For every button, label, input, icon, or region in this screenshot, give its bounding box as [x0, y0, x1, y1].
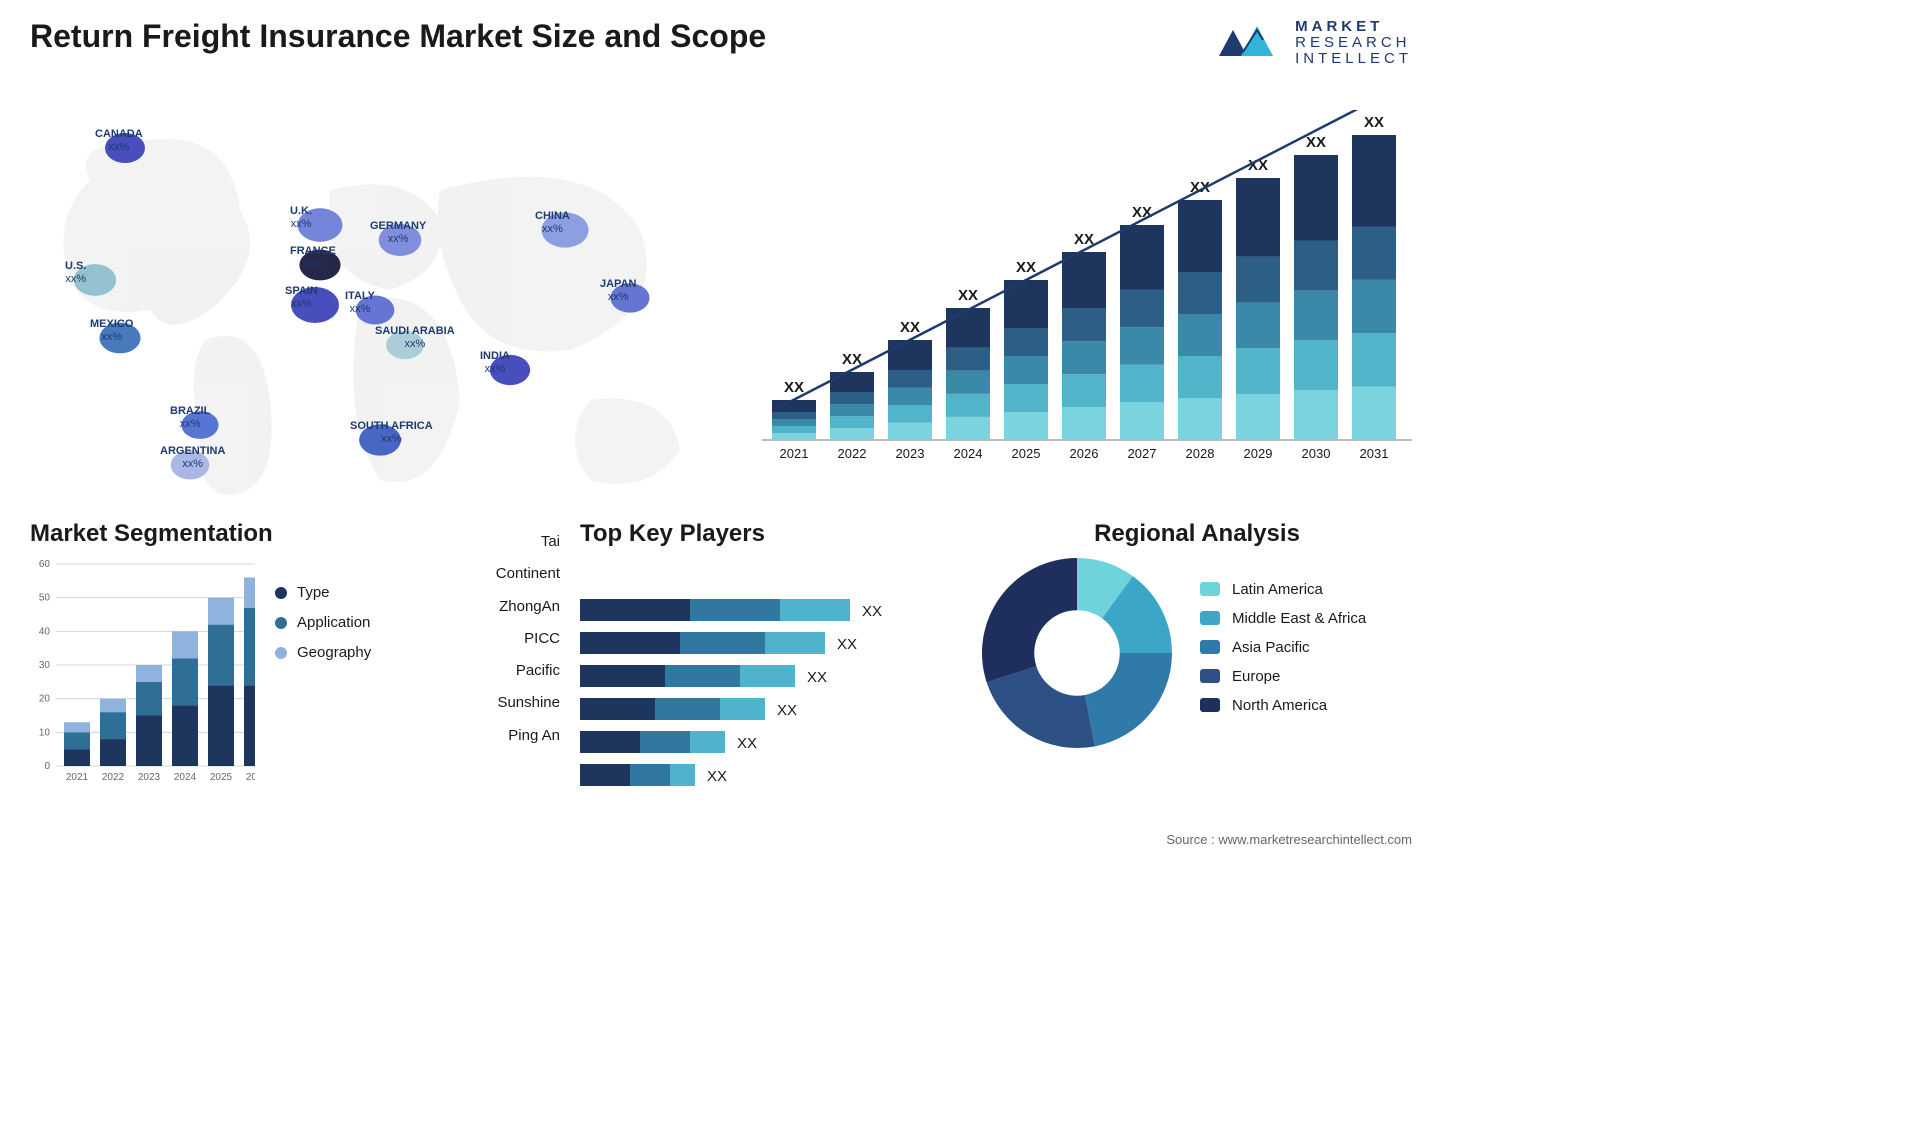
svg-text:2026: 2026: [246, 772, 255, 783]
svg-text:XX: XX: [807, 669, 827, 686]
regional-title: Regional Analysis: [982, 520, 1412, 548]
country-label: SOUTH AFRICAxx%: [350, 420, 433, 446]
svg-text:2025: 2025: [210, 772, 233, 783]
svg-text:2031: 2031: [1360, 446, 1389, 461]
logo-line1: MARKET: [1295, 19, 1412, 35]
svg-text:2029: 2029: [1244, 446, 1273, 461]
svg-text:30: 30: [39, 660, 51, 671]
svg-text:20: 20: [39, 694, 51, 705]
logo-mark-icon: [1217, 18, 1281, 68]
svg-text:XX: XX: [1016, 259, 1036, 276]
svg-text:XX: XX: [707, 768, 727, 785]
country-label: ARGENTINAxx%: [160, 445, 225, 471]
country-label: U.S.xx%: [65, 260, 86, 286]
svg-text:XX: XX: [1364, 114, 1384, 131]
svg-text:XX: XX: [1132, 204, 1152, 221]
svg-text:50: 50: [39, 593, 51, 604]
player-name: Ping An: [470, 720, 560, 752]
source-footer: Source : www.marketresearchintellect.com: [1166, 832, 1412, 847]
page-title: Return Freight Insurance Market Size and…: [30, 18, 766, 55]
country-label: JAPANxx%: [600, 278, 636, 304]
svg-text:2021: 2021: [66, 772, 89, 783]
svg-text:XX: XX: [958, 287, 978, 304]
players-name-list: TaiContinentZhongAnPICCPacificSunshinePi…: [470, 520, 560, 798]
svg-text:XX: XX: [784, 379, 804, 396]
svg-text:2022: 2022: [102, 772, 125, 783]
svg-text:XX: XX: [837, 636, 857, 653]
country-label: U.K.xx%: [290, 205, 312, 231]
country-label: ITALYxx%: [345, 290, 375, 316]
svg-text:2026: 2026: [1070, 446, 1099, 461]
svg-text:XX: XX: [1306, 134, 1326, 151]
logo-line2: RESEARCH: [1295, 35, 1412, 51]
world-map: CANADAxx% U.S.xx% MEXICOxx% BRAZILxx% ARGENT…: [30, 100, 710, 500]
regional-analysis-section: Regional Analysis Latin America Middle Ea…: [982, 520, 1412, 748]
country-label: FRANCExx%: [290, 245, 336, 271]
legend-item: Middle East & Africa: [1200, 610, 1366, 627]
svg-text:2028: 2028: [1186, 446, 1215, 461]
top-key-players-section: TaiContinentZhongAnPICCPacificSunshinePi…: [470, 520, 970, 798]
growth-bar-chart: XX 2021 XX 2022 XX 2023 XX 2024 XX 2025 XX 2026 XX 20…: [762, 110, 1412, 470]
market-segmentation-section: Market Segmentation 0 10 20 30 40 50 60 2021 202…: [30, 520, 385, 788]
player-name: ZhongAn: [470, 591, 560, 623]
logo-line3: INTELLECT: [1295, 51, 1412, 67]
regional-legend: Latin America Middle East & Africa Asia Pa…: [1200, 581, 1366, 726]
svg-text:2021: 2021: [780, 446, 809, 461]
segmentation-chart: 0 10 20 30 40 50 60 2021 2022 2023 2024 2025 2026: [30, 558, 255, 788]
country-label: BRAZILxx%: [170, 405, 210, 431]
country-label: MEXICOxx%: [90, 318, 133, 344]
segmentation-title: Market Segmentation: [30, 520, 385, 548]
legend-item: Asia Pacific: [1200, 639, 1366, 656]
svg-text:60: 60: [39, 559, 51, 570]
player-name: Tai: [470, 526, 560, 558]
legend-item: Type: [275, 578, 371, 608]
svg-text:XX: XX: [862, 603, 882, 620]
svg-text:10: 10: [39, 727, 51, 738]
country-label: CANADAxx%: [95, 128, 143, 154]
svg-text:XX: XX: [900, 319, 920, 336]
player-name: Continent: [470, 558, 560, 590]
legend-item: Latin America: [1200, 581, 1366, 598]
legend-item: Europe: [1200, 668, 1366, 685]
svg-text:2025: 2025: [1012, 446, 1041, 461]
svg-text:2023: 2023: [896, 446, 925, 461]
svg-text:2023: 2023: [138, 772, 161, 783]
country-label: SAUDI ARABIAxx%: [375, 325, 455, 351]
country-label: GERMANYxx%: [370, 220, 426, 246]
legend-item: Application: [275, 608, 371, 638]
legend-item: Geography: [275, 638, 371, 668]
country-label: SPAINxx%: [285, 285, 318, 311]
svg-text:2027: 2027: [1128, 446, 1157, 461]
brand-logo: MARKET RESEARCH INTELLECT: [1217, 18, 1412, 68]
svg-text:0: 0: [44, 761, 50, 772]
svg-text:2024: 2024: [954, 446, 983, 461]
player-name: Pacific: [470, 655, 560, 687]
country-label: CHINAxx%: [535, 210, 570, 236]
svg-text:XX: XX: [737, 735, 757, 752]
players-title: Top Key Players: [580, 520, 970, 548]
segmentation-legend: TypeApplicationGeography: [275, 578, 371, 668]
player-name: PICC: [470, 623, 560, 655]
country-label: INDIAxx%: [480, 350, 510, 376]
logo-text: MARKET RESEARCH INTELLECT: [1295, 19, 1412, 66]
svg-text:2022: 2022: [838, 446, 867, 461]
legend-item: North America: [1200, 697, 1366, 714]
svg-text:2030: 2030: [1302, 446, 1331, 461]
regional-donut: [982, 558, 1172, 748]
svg-text:40: 40: [39, 626, 51, 637]
players-chart: XX XX XX XX XX XX: [580, 562, 930, 793]
svg-text:2024: 2024: [174, 772, 197, 783]
player-name: Sunshine: [470, 687, 560, 719]
svg-text:XX: XX: [777, 702, 797, 719]
